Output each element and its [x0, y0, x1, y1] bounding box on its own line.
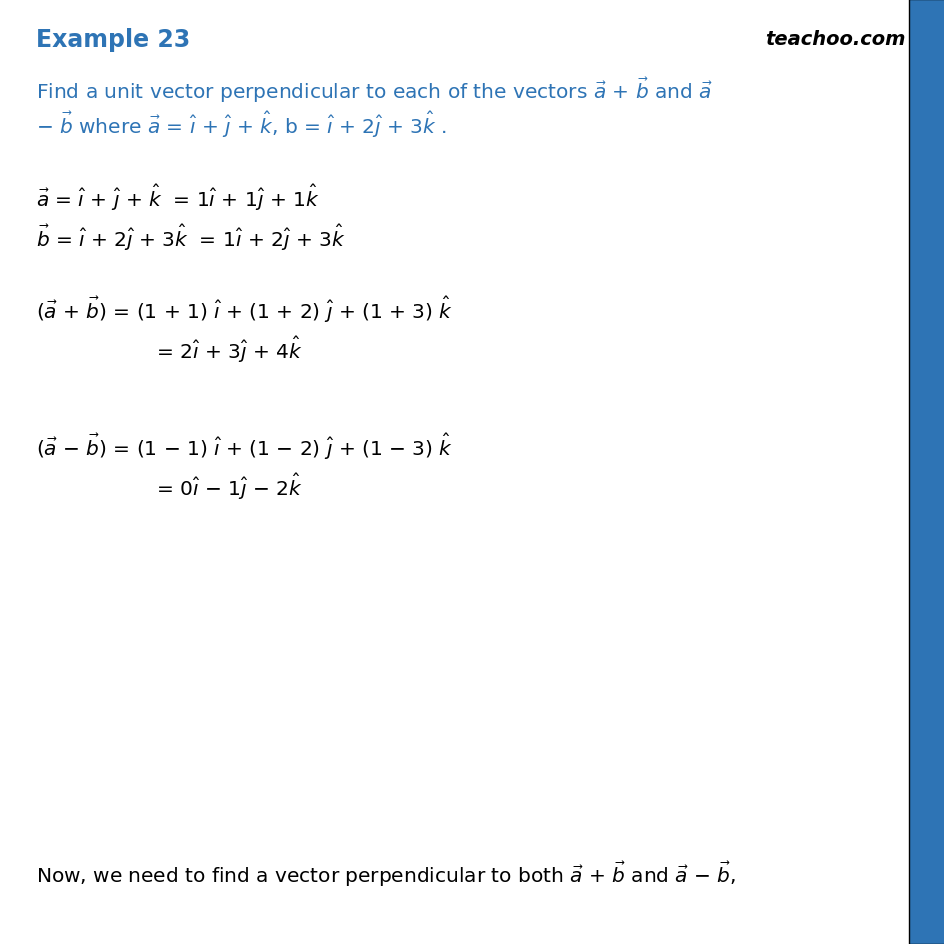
Text: = 0$\hat{\imath}$ $-$ 1$\hat{\jmath}$ $-$ 2$\hat{k}$: = 0$\hat{\imath}$ $-$ 1$\hat{\jmath}$ $-…: [156, 471, 302, 501]
Text: ($\vec{a}$ $-$ $\vec{b}$) = (1 $-$ 1) $\hat{\imath}$ + (1 $-$ 2) $\hat{\jmath}$ : ($\vec{a}$ $-$ $\vec{b}$) = (1 $-$ 1) $\…: [36, 431, 452, 462]
Text: ($\vec{a}$ + $\vec{b}$) = (1 + 1) $\hat{\imath}$ + (1 + 2) $\hat{\jmath}$ + (1 +: ($\vec{a}$ + $\vec{b}$) = (1 + 1) $\hat{…: [36, 295, 452, 325]
Text: teachoo.com: teachoo.com: [764, 30, 904, 49]
Text: $\vec{a}$ = $\hat{\imath}$ + $\hat{\jmath}$ + $\hat{k}$  = 1$\hat{\imath}$ + 1$\: $\vec{a}$ = $\hat{\imath}$ + $\hat{\jmat…: [36, 183, 319, 213]
Text: Find a unit vector perpendicular to each of the vectors $\vec{a}$ + $\vec{b}$ an: Find a unit vector perpendicular to each…: [36, 75, 712, 105]
Text: Example 23: Example 23: [36, 27, 190, 52]
Text: Now, we need to find a vector perpendicular to both $\vec{a}$ + $\vec{b}$ and $\: Now, we need to find a vector perpendicu…: [36, 858, 735, 888]
FancyBboxPatch shape: [908, 0, 944, 944]
Text: $\vec{b}$ = $\hat{\imath}$ + 2$\hat{\jmath}$ + 3$\hat{k}$  = 1$\hat{\imath}$ + 2: $\vec{b}$ = $\hat{\imath}$ + 2$\hat{\jma…: [36, 223, 345, 253]
Text: $-$ $\vec{b}$ where $\vec{a}$ = $\hat{\imath}$ + $\hat{\jmath}$ + $\hat{k}$, b =: $-$ $\vec{b}$ where $\vec{a}$ = $\hat{\i…: [36, 110, 447, 140]
Text: = 2$\hat{\imath}$ + 3$\hat{\jmath}$ + 4$\hat{k}$: = 2$\hat{\imath}$ + 3$\hat{\jmath}$ + 4$…: [156, 334, 302, 364]
